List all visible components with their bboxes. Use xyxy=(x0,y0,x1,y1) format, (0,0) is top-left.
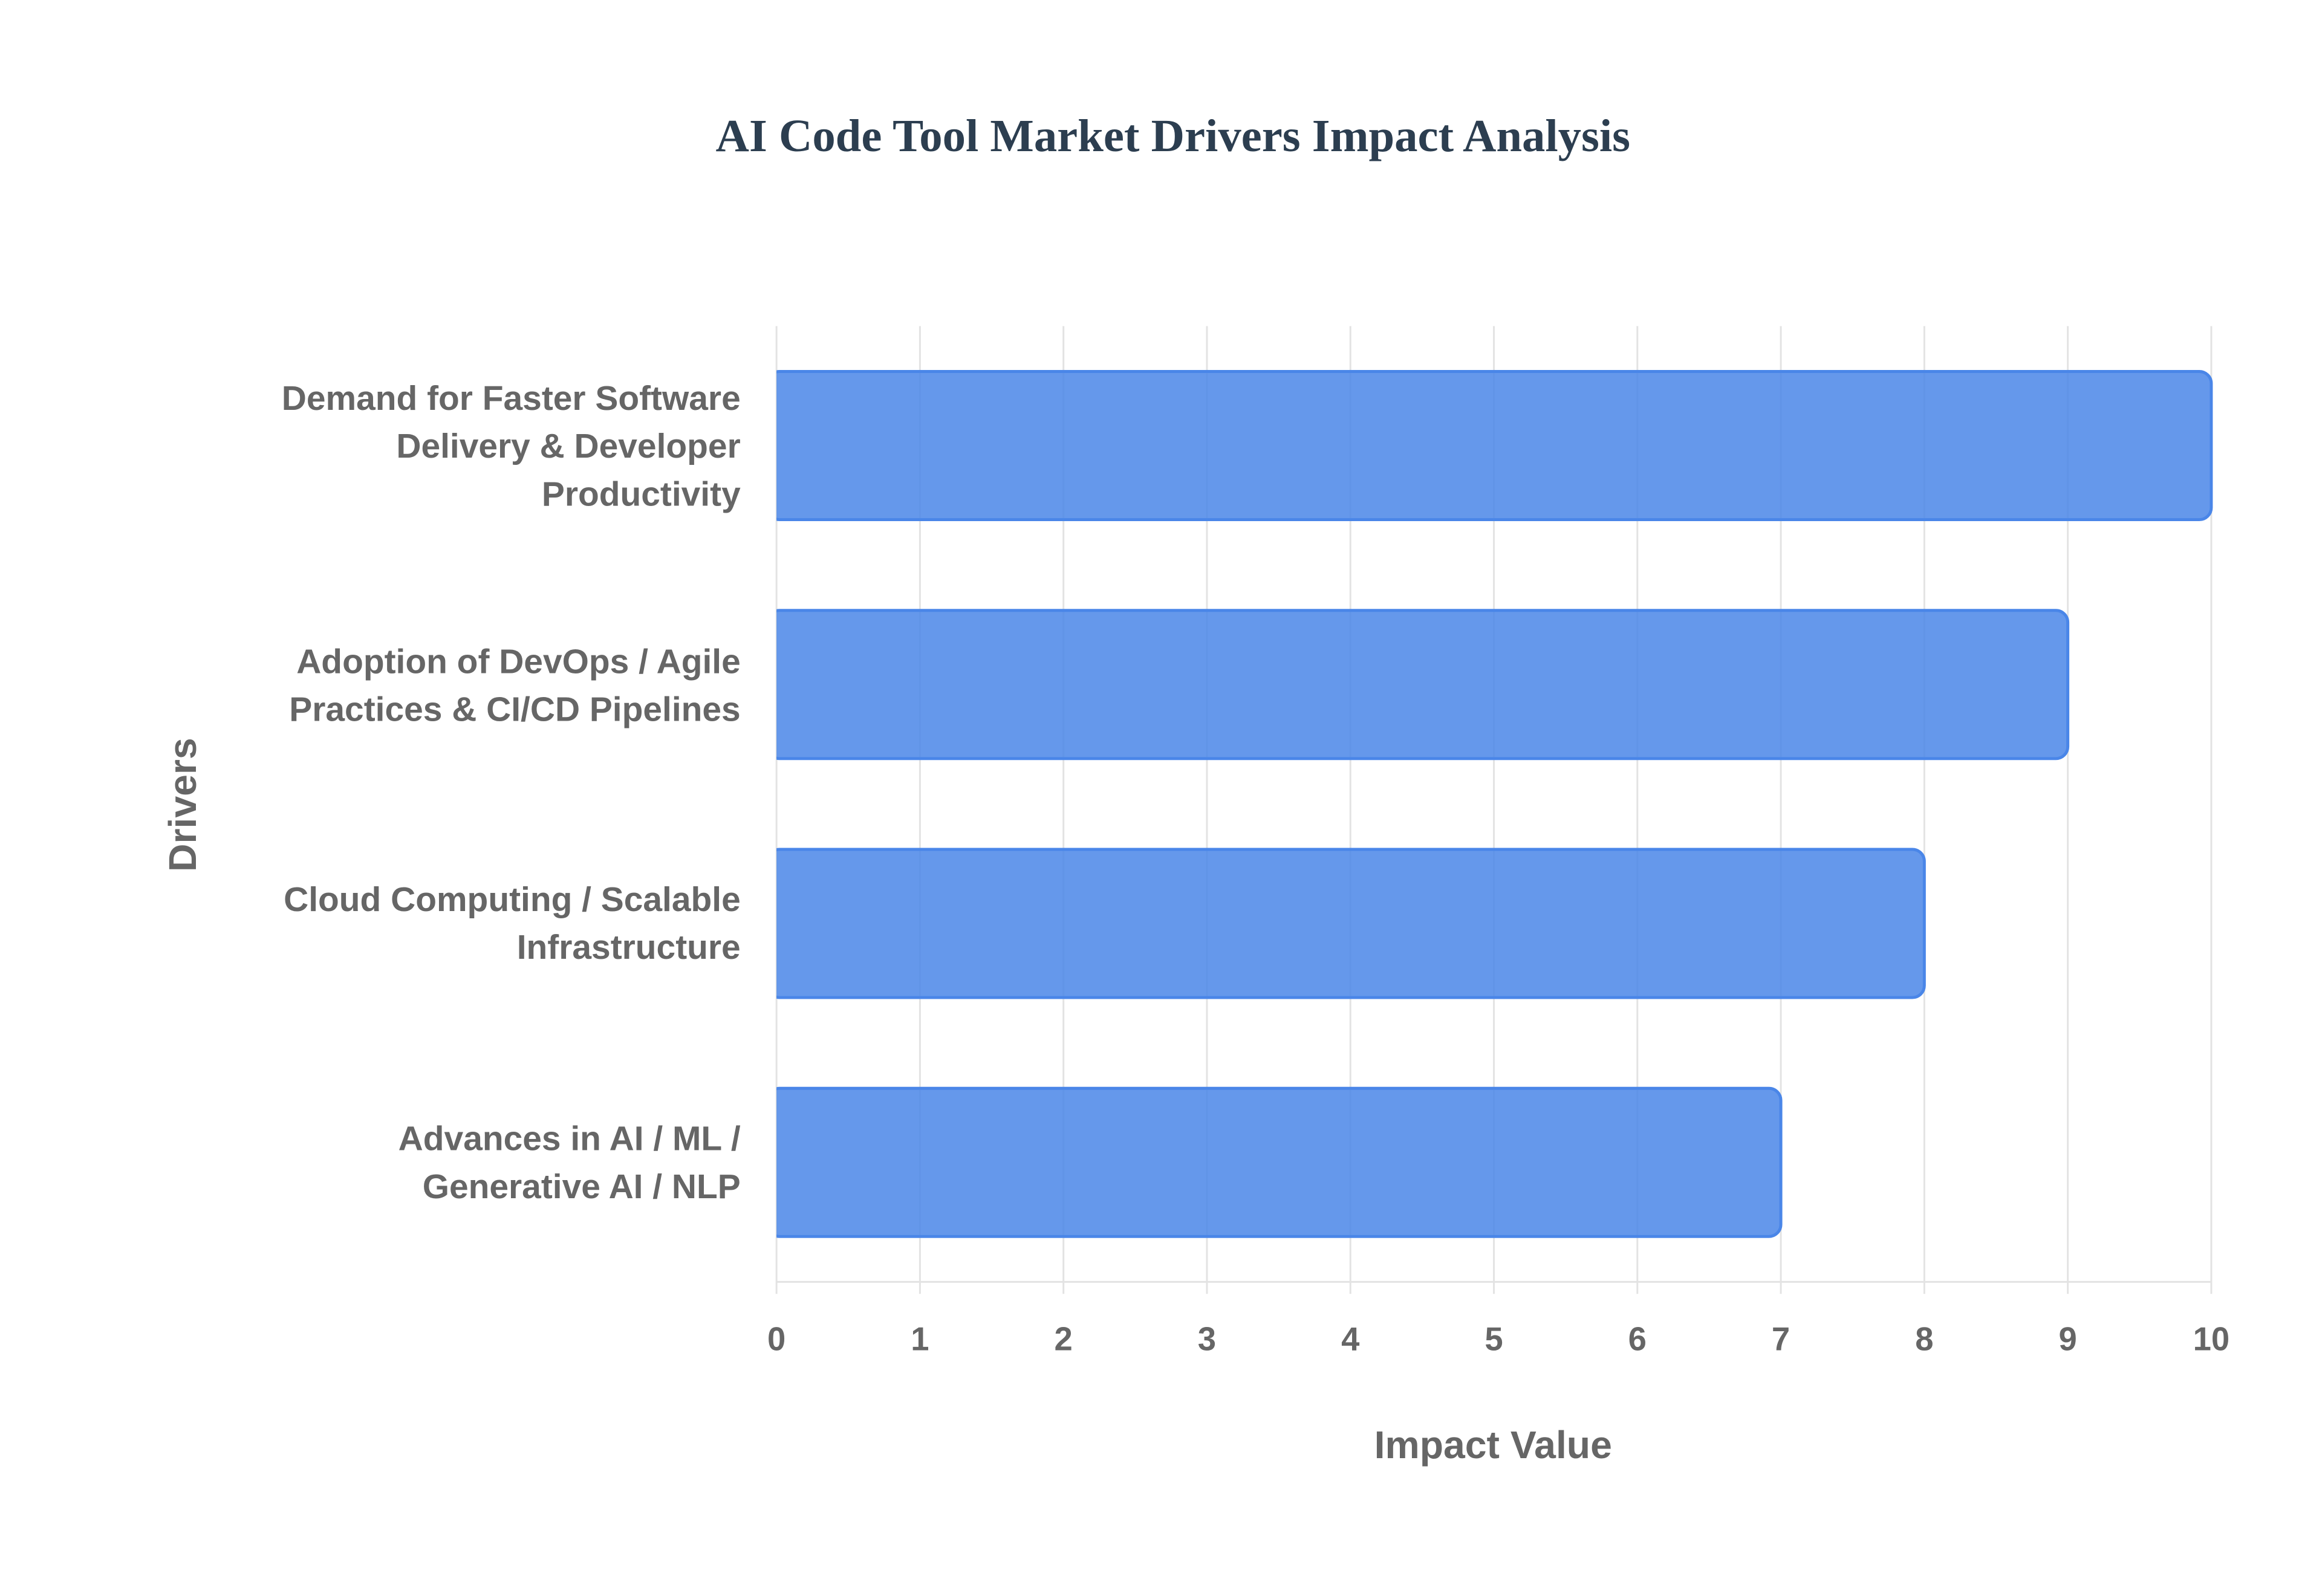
bar xyxy=(776,848,1926,999)
bar xyxy=(776,1086,1783,1238)
x-tick-label: 8 xyxy=(1915,1321,1933,1358)
x-tick-label: 0 xyxy=(767,1321,785,1358)
y-axis-title: Drivers xyxy=(161,738,204,872)
x-tick-label: 10 xyxy=(2193,1321,2230,1358)
x-tick-label: 4 xyxy=(1341,1321,1359,1358)
y-tick-label-box: Demand for Faster Software Delivery & De… xyxy=(281,378,741,513)
x-axis-title: Impact Value xyxy=(1374,1423,1612,1467)
x-tick-label: 2 xyxy=(1055,1321,1073,1358)
y-tick-label: Demand for Faster Software Delivery & De… xyxy=(281,378,741,513)
x-tick-label: 9 xyxy=(2058,1321,2076,1358)
x-tick-label: 6 xyxy=(1628,1321,1647,1358)
y-tick-label-box: Cloud Computing / Scalable Infrastructur… xyxy=(284,880,741,967)
y-tick-label: Advances in AI / ML / Generative AI / NL… xyxy=(398,1119,741,1206)
bar xyxy=(776,370,2213,522)
x-tick-label: 5 xyxy=(1485,1321,1503,1358)
x-tick-label: 7 xyxy=(1772,1321,1790,1358)
bar xyxy=(776,609,2070,761)
x-tick-label: 1 xyxy=(911,1321,929,1358)
x-tick-label: 3 xyxy=(1198,1321,1216,1358)
y-tick-label: Cloud Computing / Scalable Infrastructur… xyxy=(284,880,741,967)
y-tick-label-box: Adoption of DevOps / Agile Practices & C… xyxy=(289,641,741,728)
y-tick-label-box: Advances in AI / ML / Generative AI / NL… xyxy=(398,1119,741,1206)
chart-title: AI Code Tool Market Drivers Impact Analy… xyxy=(716,110,1630,161)
y-tick-label: Adoption of DevOps / Agile Practices & C… xyxy=(289,641,741,728)
